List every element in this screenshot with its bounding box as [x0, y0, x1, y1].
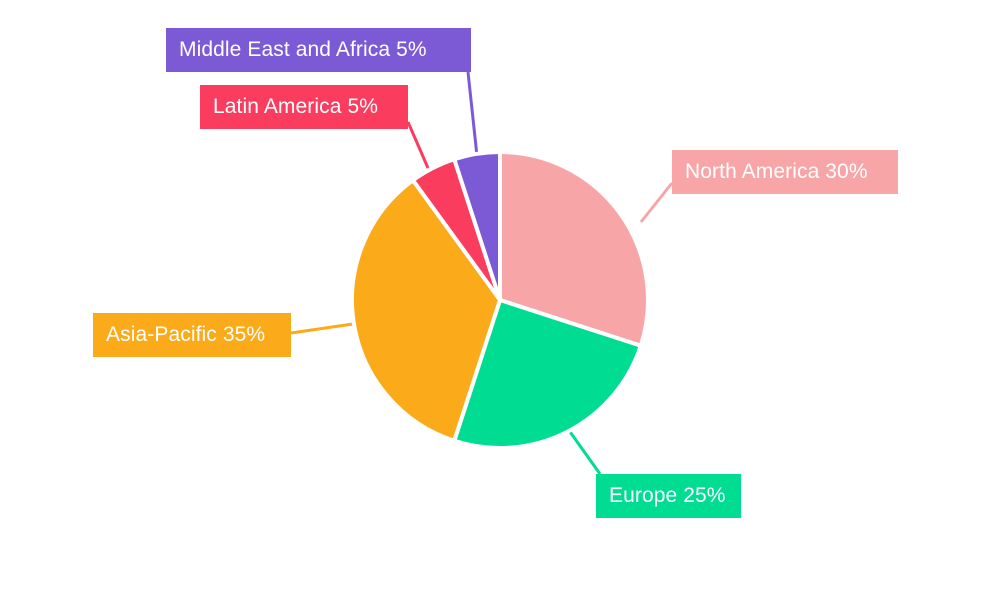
slice-label-middle-east-and-africa[interactable]: Middle East and Africa 5%: [166, 28, 471, 72]
slice-label-text: Middle East and Africa 5%: [179, 38, 427, 61]
pie-wedge[interactable]: [452, 150, 502, 302]
slice-label-latin-america[interactable]: Latin America 5%: [200, 85, 408, 129]
leader-line: [639, 182, 674, 223]
leader-line: [566, 428, 602, 475]
pie-wedge[interactable]: [350, 178, 502, 443]
slice-label-text: Latin America 5%: [213, 95, 379, 118]
slice-label-text: North America 30%: [685, 160, 868, 183]
slice-label-asia-pacific[interactable]: Asia-Pacific 35%: [93, 313, 291, 357]
leader-line: [406, 121, 430, 169]
slice-label-europe[interactable]: Europe 25%: [596, 474, 741, 518]
leader-line: [290, 322, 354, 335]
pie-wedge[interactable]: [498, 150, 650, 348]
pie-wedges-group: [350, 150, 650, 450]
pie-wedge[interactable]: [452, 298, 643, 450]
leader-line: [466, 71, 479, 157]
leader-lines-group: [290, 71, 674, 475]
slice-label-north-america[interactable]: North America 30%: [672, 150, 898, 194]
slice-label-text: Asia-Pacific 35%: [106, 323, 266, 346]
slice-label-text: Europe 25%: [609, 484, 726, 507]
